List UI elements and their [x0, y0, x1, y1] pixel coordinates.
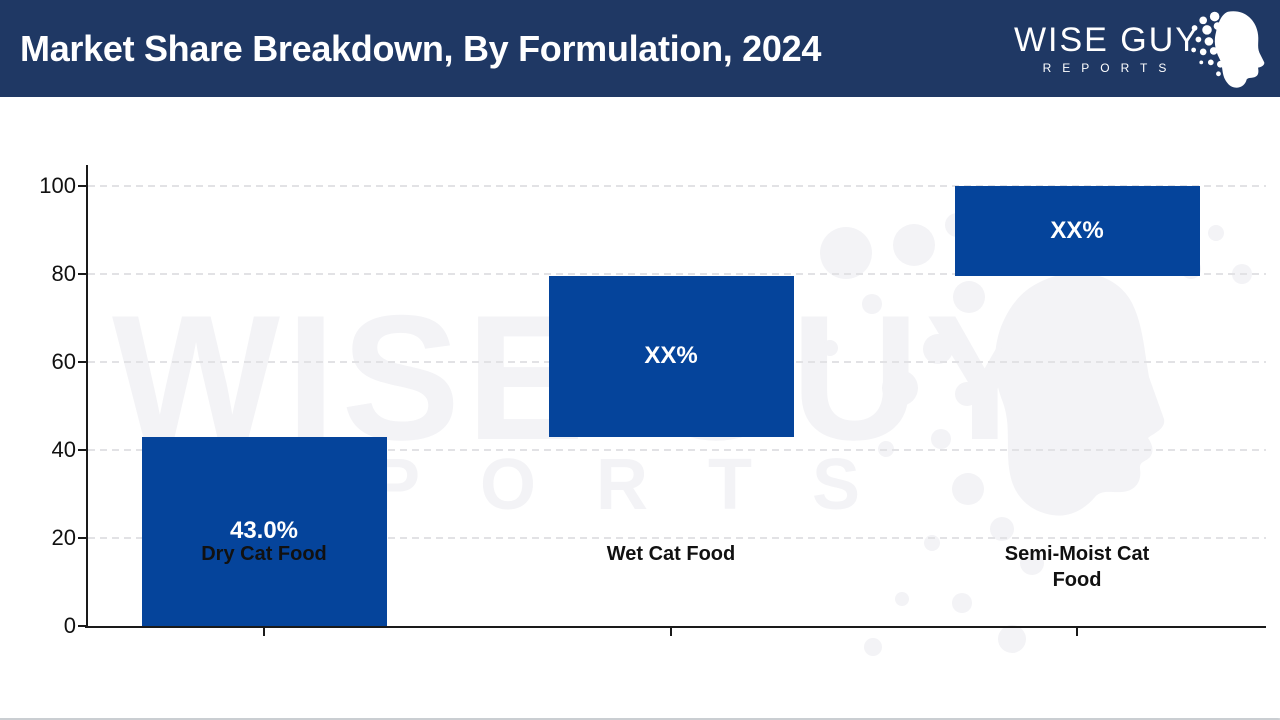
x-axis-label-semi-moist-cat-food: Semi-Moist Cat Food — [1004, 543, 1150, 591]
y-tick-label: 60 — [51, 349, 76, 374]
gridline-40 — [88, 449, 1266, 451]
y-tick-mark — [78, 273, 86, 275]
bar-dry-cat-food: 43.0% — [141, 436, 387, 626]
y-tick-label: 100 — [39, 173, 76, 198]
x-tick-mark — [1076, 628, 1078, 636]
y-tick-label: 0 — [63, 613, 76, 638]
logo-subtitle: REPORTS — [1042, 60, 1178, 75]
gridline-100 — [88, 185, 1266, 187]
y-tick-mark — [78, 625, 86, 627]
header-banner: Market Share Breakdown, By Formulation, … — [0, 0, 1280, 97]
x-tick-mark — [670, 628, 672, 636]
bar-semi-moist-cat-food: XX% — [954, 186, 1200, 277]
gridline-20 — [88, 537, 1266, 539]
plot-area: WISE GUY REPORTS 0 20 40 60 80 100 43.0% XX% XX%… — [0, 97, 1280, 718]
gridline-80 — [88, 273, 1266, 275]
logo-head-icon — [1191, 10, 1265, 88]
wiseguy-logo: WISE GUY REPORTS — [1014, 7, 1270, 91]
x-axis-label-wet-cat-food: Wet Cat Food — [606, 543, 736, 565]
x-tick-mark — [263, 628, 265, 636]
x-axis-line — [85, 626, 1266, 628]
y-axis-line — [86, 165, 88, 627]
bar-value-label: XX% — [1050, 217, 1104, 245]
y-tick-label: 40 — [51, 437, 76, 462]
bar-value-label: XX% — [644, 342, 698, 370]
chart-title: Market Share Breakdown, By Formulation, … — [20, 27, 822, 69]
y-tick-mark — [78, 537, 86, 539]
watermark-head-icon — [820, 193, 1252, 656]
bar-value-label: 43.0% — [229, 517, 299, 545]
x-axis-label-dry-cat-food: Dry Cat Food — [201, 543, 327, 565]
y-tick-label: 20 — [51, 525, 76, 550]
y-tick-mark — [78, 185, 86, 187]
y-tick-label: 80 — [51, 261, 76, 286]
y-tick-mark — [78, 449, 86, 451]
bar-wet-cat-food: XX% — [548, 276, 794, 437]
y-tick-mark — [78, 361, 86, 363]
logo-wordmark: WISE GUY — [1013, 20, 1200, 59]
